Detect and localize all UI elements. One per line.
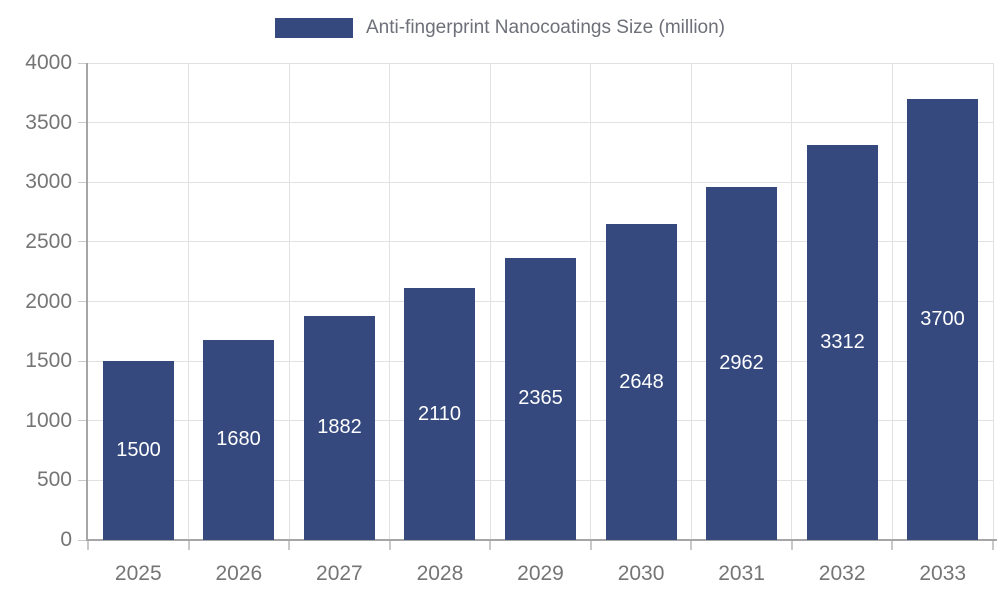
y-axis-tick-label: 4000 [25,51,72,74]
x-axis-tick-label: 2031 [718,562,765,585]
bar-value-label: 1500 [116,439,161,462]
x-axis-tick-label: 2032 [818,562,866,585]
y-axis-tick [78,122,87,124]
y-axis-tick [78,479,87,481]
bar-2028: 2110 [404,288,475,540]
bar-value-label: 2110 [417,402,461,425]
y-gridline [88,241,993,243]
x-axis-tick-label: 2026 [215,562,263,585]
x-axis-tick [187,540,190,550]
x-gridline [891,63,893,540]
bar-value-label: 2648 [619,370,664,393]
y-axis-tick [78,539,87,541]
bar-2033: 3700 [907,98,978,540]
bar-2026: 1680 [203,339,274,540]
y-axis-tick-label: 3000 [25,170,72,194]
bar-2027: 1882 [304,315,375,540]
x-axis-tick [87,540,89,550]
bar-value-label: 1882 [317,416,362,439]
bar-value-label: 2962 [719,351,764,374]
bar-2031: 2962 [706,186,777,540]
x-gridline [690,63,692,540]
y-gridline [88,122,993,124]
x-gridline [791,63,793,540]
x-gridline [288,63,290,540]
y-axis-tick [78,360,87,362]
y-axis-tick [78,241,87,243]
x-axis-tick-label: 2028 [416,562,464,585]
y-axis-tick-label: 3500 [25,110,72,134]
plot-area: 0 500 1000 1500 2000 2500 3000 3500 4000 1500 2025… [25,51,997,585]
y-axis-tick-label: 500 [36,468,72,492]
x-axis-tick [589,540,592,550]
x-axis-tick-label: 2027 [316,562,363,585]
x-axis-tick [690,540,693,550]
bar-value-label: 2365 [518,387,563,410]
bar-value-label: 3312 [820,331,865,353]
y-axis-tick-label: 1500 [25,349,72,373]
bar-2030: 2648 [606,224,677,540]
y-axis-tick [78,62,87,64]
bar-2029: 2365 [505,257,576,540]
x-gridline [992,63,994,540]
x-gridline [188,63,190,540]
x-axis-tick [489,540,492,550]
x-gridline [590,63,592,540]
x-axis-tick [288,540,291,550]
y-axis-tick [78,181,87,183]
bar-value-label: 1680 [216,428,261,451]
y-axis-line [86,63,88,540]
x-axis-tick-label: 2029 [517,562,564,585]
y-gridline [88,62,993,64]
legend[interactable]: Anti-fingerprint Nanocoatings Size (mill… [0,17,1000,39]
x-axis-tick [790,540,793,550]
y-axis-tick [78,301,87,302]
y-axis-tick-label: 2000 [25,289,72,313]
bar-2025: 1500 [103,361,174,540]
y-axis-tick [78,420,87,422]
x-gridline [489,63,491,540]
x-axis-tick [992,540,994,550]
x-axis-tick-label: 2033 [919,562,967,585]
x-gridline [389,63,391,540]
x-axis-tick [891,540,894,550]
y-gridline [88,181,993,183]
x-axis-line [86,539,997,541]
y-axis-tick-label: 0 [60,528,72,551]
x-axis-tick-label: 2030 [617,562,665,585]
x-axis-tick [388,540,391,550]
y-axis-tick-label: 1000 [25,408,72,432]
legend-label: Anti-fingerprint Nanocoatings Size (mill… [365,17,726,38]
legend-swatch [274,18,353,38]
y-axis-tick-label: 2500 [25,229,72,253]
x-axis-tick-label: 2025 [114,562,162,585]
bar-value-label: 3700 [920,307,965,330]
bar-2032: 3312 [807,145,878,540]
